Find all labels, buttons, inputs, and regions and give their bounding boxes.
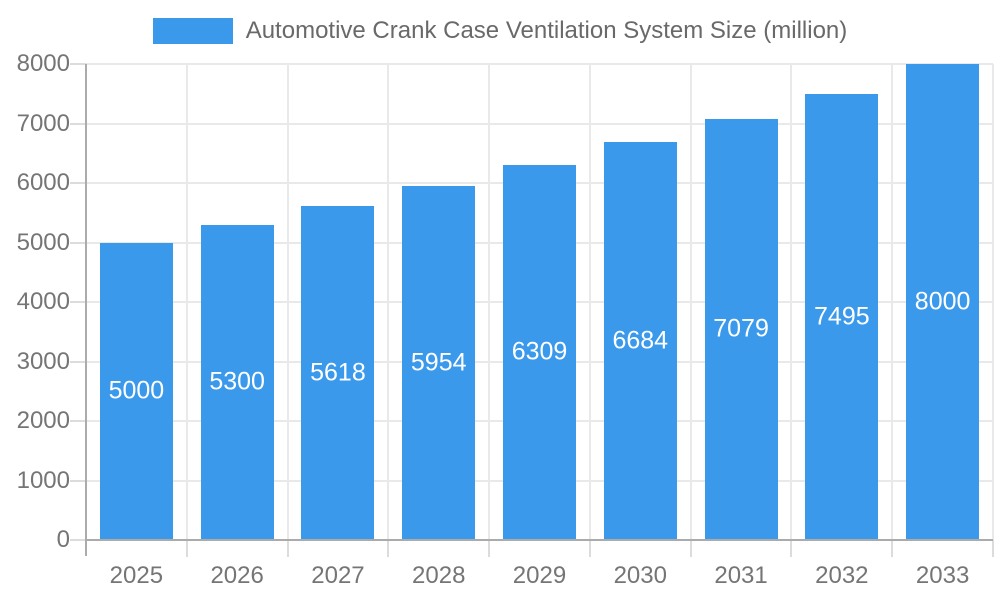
x-axis-tick-label: 2032 [815, 562, 869, 589]
y-axis-tick-label: 7000 [16, 109, 70, 137]
y-axis-tick [70, 182, 86, 184]
gridline-vertical [185, 64, 188, 540]
y-axis-tick-label: 4000 [16, 288, 70, 315]
bar-value-label: 5618 [310, 358, 366, 387]
y-axis-tick [70, 360, 86, 363]
x-axis-tick-label: 2027 [311, 562, 365, 589]
y-axis-tick [70, 420, 86, 422]
bar-2025 [99, 242, 173, 540]
gridline-vertical [992, 64, 994, 540]
x-axis-tick-label: 2025 [109, 562, 164, 589]
x-axis-tick-label: 2026 [210, 562, 264, 589]
bar-value-label: 5954 [410, 348, 467, 377]
legend-label: Automotive Crank Case Ventilation System… [245, 17, 848, 44]
y-axis-tick-label: 8000 [16, 50, 70, 77]
bar-2032 [805, 94, 879, 540]
x-axis-tick [387, 540, 390, 557]
x-axis-tick [286, 540, 289, 557]
y-axis-line [85, 64, 87, 556]
y-axis-tick [70, 479, 86, 482]
bar-value-label: 7079 [713, 314, 769, 343]
x-axis-tick [689, 540, 692, 557]
x-axis-tick [992, 540, 994, 557]
x-axis-tick-label: 2031 [714, 562, 768, 589]
bar-value-label: 5000 [108, 376, 165, 405]
x-axis-tick-label: 2029 [512, 562, 567, 589]
y-axis-tick-label: 3000 [16, 347, 70, 375]
x-axis-tick [790, 540, 793, 557]
y-axis-tick-label: 1000 [16, 466, 70, 494]
bar-value-label: 6309 [511, 337, 568, 366]
gridline-horizontal [86, 63, 993, 65]
y-axis-tick-label: 6000 [16, 169, 70, 196]
gridline-horizontal [86, 122, 993, 125]
gridline-vertical [588, 64, 591, 540]
x-axis-line [86, 539, 993, 541]
legend-swatch [152, 18, 233, 44]
y-axis-tick [70, 122, 86, 125]
x-axis-tick [488, 540, 491, 557]
x-axis-tick [891, 540, 894, 557]
x-axis-tick-label: 2033 [915, 562, 970, 589]
y-axis-tick [70, 241, 86, 244]
y-axis-tick [70, 301, 86, 303]
gridline-vertical [790, 64, 793, 540]
x-axis-tick-label: 2030 [613, 562, 667, 589]
bar-value-label: 6684 [612, 326, 669, 355]
legend: Automotive Crank Case Ventilation System… [0, 16, 1000, 46]
gridline-vertical [891, 64, 894, 540]
bar-2027 [301, 205, 375, 540]
bar-2028 [402, 185, 476, 540]
y-axis-tick-label: 2000 [16, 407, 70, 434]
x-axis-tick-label: 2028 [412, 562, 466, 589]
x-axis-tick [588, 540, 591, 557]
x-axis-tick [185, 540, 188, 557]
bar-2033 [906, 64, 980, 540]
bar-2031 [704, 118, 778, 540]
bar-value-label: 7495 [814, 302, 870, 331]
y-axis-tick-label: 5000 [16, 228, 70, 256]
gridline-vertical [286, 64, 289, 540]
bar-value-label: 5300 [209, 367, 265, 396]
y-axis-tick [70, 63, 86, 65]
y-axis-tick-label: 0 [56, 526, 70, 553]
bar-value-label: 8000 [914, 287, 971, 316]
gridline-vertical [387, 64, 390, 540]
bar-2029 [503, 164, 576, 540]
bar-2030 [603, 142, 677, 540]
bar-2026 [200, 224, 274, 540]
gridline-vertical [488, 64, 491, 540]
y-axis-tick [70, 539, 86, 541]
gridline-vertical [689, 64, 692, 540]
